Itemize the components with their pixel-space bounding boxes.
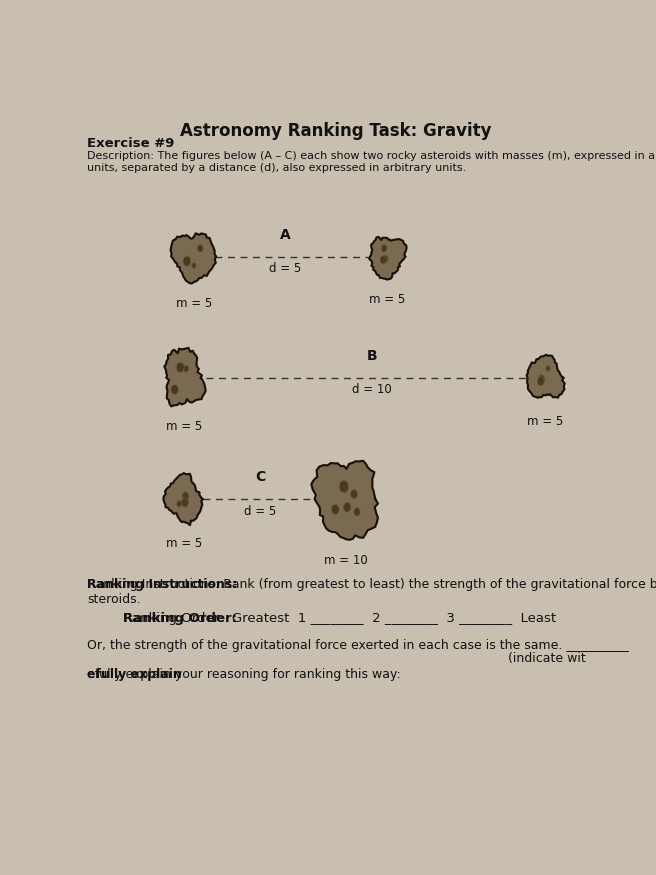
- Circle shape: [340, 481, 348, 492]
- Text: Ranking Instructions:: Ranking Instructions:: [87, 578, 237, 591]
- Circle shape: [380, 256, 386, 263]
- Text: steroids.: steroids.: [87, 592, 140, 605]
- Text: Exercise #9: Exercise #9: [87, 137, 174, 150]
- Circle shape: [182, 499, 188, 506]
- Text: d = 5: d = 5: [269, 262, 302, 275]
- Circle shape: [382, 256, 387, 262]
- Circle shape: [198, 245, 203, 251]
- Circle shape: [538, 378, 543, 385]
- Text: efully explain: efully explain: [87, 668, 182, 681]
- Text: m = 10: m = 10: [325, 555, 368, 567]
- Circle shape: [344, 503, 350, 511]
- Circle shape: [184, 257, 190, 265]
- Circle shape: [352, 491, 357, 498]
- Circle shape: [172, 386, 178, 394]
- Text: units, separated by a distance (d), also expressed in arbitrary units.: units, separated by a distance (d), also…: [87, 163, 466, 173]
- Text: C: C: [255, 471, 265, 485]
- Text: efully explain your reasoning for ranking this way:: efully explain your reasoning for rankin…: [87, 668, 401, 681]
- Polygon shape: [527, 354, 565, 398]
- Text: m = 5: m = 5: [165, 537, 202, 550]
- Text: Astronomy Ranking Task: Gravity: Astronomy Ranking Task: Gravity: [180, 122, 492, 140]
- Circle shape: [539, 375, 544, 382]
- Text: (indicate wit: (indicate wit: [508, 652, 585, 665]
- Text: Or, the strength of the gravitational force exerted in each case is the same. __: Or, the strength of the gravitational fo…: [87, 639, 629, 652]
- Text: d = 5: d = 5: [244, 505, 276, 517]
- Circle shape: [177, 363, 184, 371]
- Circle shape: [184, 366, 188, 371]
- Text: Ranking Order:: Ranking Order:: [123, 612, 237, 625]
- Text: m = 5: m = 5: [176, 297, 212, 310]
- Circle shape: [546, 367, 550, 370]
- Text: A: A: [280, 228, 291, 242]
- Text: m = 5: m = 5: [165, 420, 202, 432]
- Circle shape: [382, 245, 386, 251]
- Circle shape: [192, 263, 195, 268]
- Circle shape: [183, 493, 188, 500]
- Text: Ranking Order:  Greatest  1 ________  2 ________  3 ________  Least: Ranking Order: Greatest 1 ________ 2 ___…: [123, 612, 556, 625]
- Text: B: B: [367, 349, 377, 363]
- Text: Description: The figures below (A – C) each show two rocky asteroids with masses: Description: The figures below (A – C) e…: [87, 150, 656, 161]
- Text: d = 10: d = 10: [352, 383, 392, 396]
- Text: Ranking Instructions: Rank (from greatest to least) the strength of the gravitat: Ranking Instructions: Rank (from greates…: [87, 578, 656, 591]
- Circle shape: [333, 506, 338, 514]
- Polygon shape: [163, 473, 203, 525]
- Text: m = 5: m = 5: [527, 415, 563, 428]
- Circle shape: [177, 501, 181, 507]
- Polygon shape: [312, 461, 378, 540]
- Polygon shape: [171, 234, 216, 284]
- Polygon shape: [369, 237, 407, 280]
- Text: m = 5: m = 5: [369, 293, 405, 306]
- Polygon shape: [164, 348, 205, 406]
- Circle shape: [354, 508, 359, 515]
